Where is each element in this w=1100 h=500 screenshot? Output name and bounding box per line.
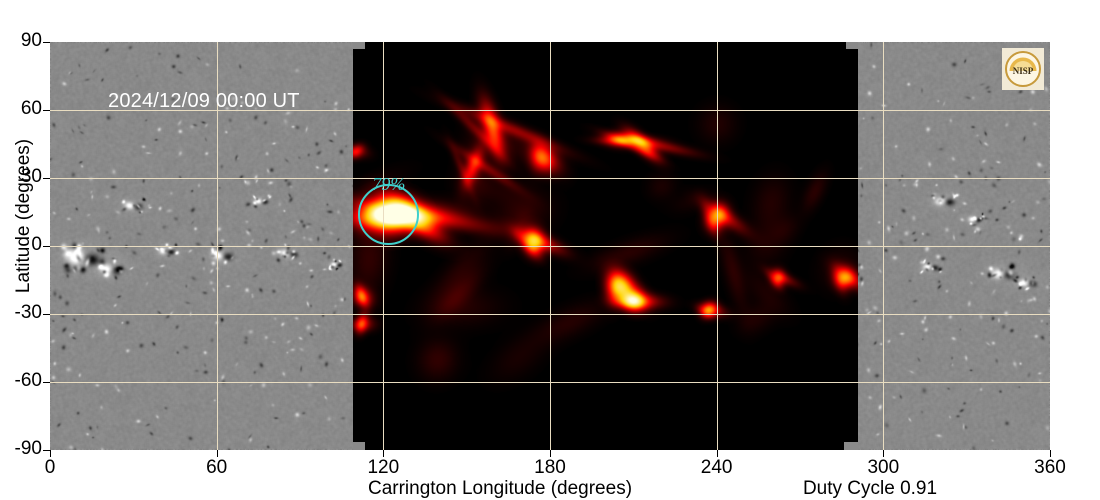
annotation-circle bbox=[358, 183, 420, 245]
band-edge-notch bbox=[352, 42, 365, 49]
y-axis-title: Latitude (degrees) bbox=[13, 138, 34, 294]
timestamp-label: 2024/12/09 00:00 UT bbox=[108, 90, 300, 112]
y-axis-tick bbox=[43, 450, 50, 451]
x-axis-title: Carrington Longitude (degrees) bbox=[367, 478, 633, 499]
y-axis-tick-label: 60 bbox=[20, 98, 42, 119]
gridline-horizontal bbox=[50, 314, 1050, 315]
x-axis-tick bbox=[883, 450, 884, 457]
band-edge-notch bbox=[352, 442, 365, 450]
x-axis-tick-label: 60 bbox=[206, 457, 228, 478]
x-axis-tick bbox=[1050, 450, 1051, 457]
nisp-logo: NISP bbox=[1002, 48, 1044, 90]
y-axis-tick-label: -90 bbox=[14, 438, 42, 459]
y-axis-tick bbox=[43, 42, 50, 43]
x-axis-tick-label: 240 bbox=[700, 457, 733, 478]
x-axis-tick bbox=[383, 450, 384, 457]
gridline-horizontal bbox=[50, 178, 1050, 179]
y-axis-tick bbox=[43, 110, 50, 111]
y-axis-tick bbox=[43, 382, 50, 383]
activity-annotation[interactable]: 79% bbox=[357, 174, 421, 245]
gridline-horizontal bbox=[50, 110, 1050, 111]
x-axis-tick-label: 120 bbox=[367, 457, 400, 478]
y-axis-tick-label: 90 bbox=[20, 30, 42, 51]
x-axis-tick bbox=[50, 450, 51, 457]
nisp-logo-text: NISP bbox=[1013, 66, 1034, 76]
band-edge-notch bbox=[844, 442, 859, 450]
synoptic-plot-area[interactable]: 2024/12/09 00:00 UT 79% NISP bbox=[50, 42, 1050, 450]
x-axis-tick bbox=[550, 450, 551, 457]
x-axis-tick-label: 180 bbox=[534, 457, 566, 478]
gridline-horizontal bbox=[50, 246, 1050, 247]
band-edge-notch bbox=[846, 42, 859, 49]
x-axis-tick bbox=[217, 450, 218, 457]
duty-cycle-label: Duty Cycle 0.91 bbox=[802, 478, 938, 499]
x-axis-tick-label: 300 bbox=[867, 457, 900, 478]
x-axis-tick bbox=[717, 450, 718, 457]
y-axis-tick-label: -60 bbox=[14, 370, 42, 391]
y-axis-tick-label: 0 bbox=[31, 234, 42, 255]
x-axis-tick-label: 360 bbox=[1034, 457, 1066, 478]
y-axis-tick-label: -30 bbox=[14, 302, 42, 323]
y-axis-tick bbox=[43, 246, 50, 247]
gridline-horizontal bbox=[50, 382, 1050, 383]
y-axis-tick bbox=[43, 178, 50, 179]
x-axis-tick-label: 0 bbox=[44, 457, 56, 478]
nisp-logo-icon: NISP bbox=[1002, 48, 1044, 90]
y-axis-tick bbox=[43, 314, 50, 315]
y-axis-tick-label: 30 bbox=[20, 166, 42, 187]
